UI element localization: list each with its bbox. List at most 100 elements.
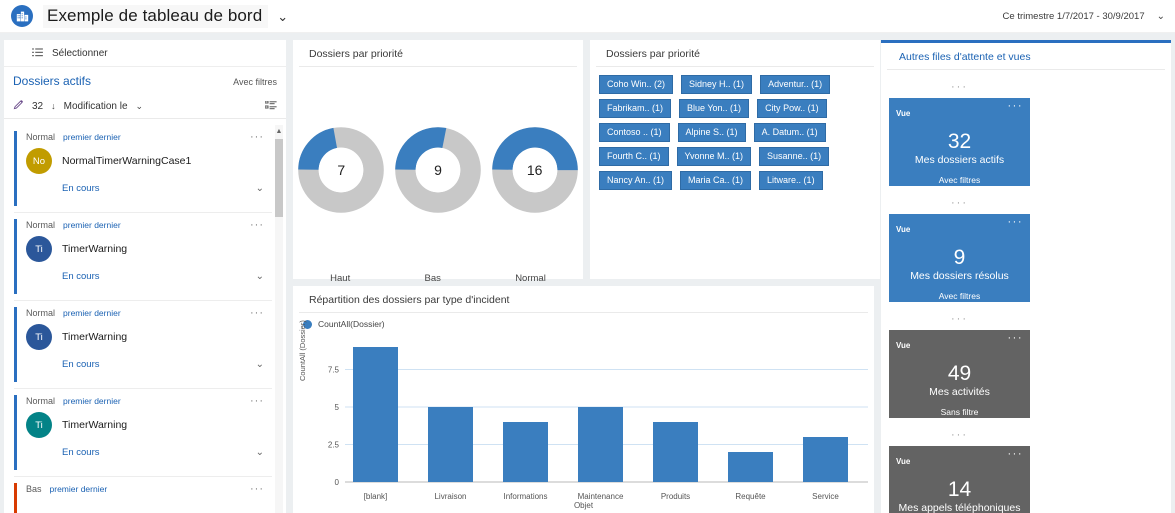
- panel-accent-bar: [881, 40, 1171, 43]
- tag-item[interactable]: Sidney H.. (1): [681, 75, 753, 94]
- tag-item[interactable]: Susanne.. (1): [759, 147, 830, 166]
- tag-item[interactable]: Alpine S.. (1): [677, 123, 746, 142]
- scrollbar[interactable]: ▲: [275, 125, 283, 513]
- tile-mes-dossiers-resolus[interactable]: Vue ··· 9 Mes dossiers résolus Avec filt…: [889, 214, 1030, 302]
- list-view-icon[interactable]: [265, 101, 277, 111]
- tile-more-icon[interactable]: ···: [1007, 332, 1023, 344]
- legend-label: CountAll(Dossier): [318, 319, 385, 329]
- active-cases-stream-panel: Sélectionner Dossiers actifs Avec filtre…: [4, 40, 286, 513]
- stream-title[interactable]: Dossiers actifs: [13, 74, 92, 88]
- chevron-down-icon[interactable]: ⌄: [255, 183, 264, 194]
- card-priority: Normal: [26, 308, 56, 318]
- tile-slot: ··· Vue ··· 14 Mes appels téléphoniques …: [889, 424, 1030, 513]
- scrollbar-thumb[interactable]: [275, 139, 283, 217]
- tile-more-icon[interactable]: ···: [1007, 100, 1023, 112]
- stream-filter-label: Avec filtres: [233, 77, 277, 87]
- tag-item[interactable]: Fabrikam.. (1): [599, 99, 672, 118]
- case-list[interactable]: Normal premier dernier ··· No NormalTime…: [4, 119, 286, 513]
- card-more-icon[interactable]: ···: [250, 307, 264, 319]
- list-item[interactable]: Normal premier dernier ··· No NormalTime…: [14, 125, 272, 213]
- scroll-up-icon[interactable]: ▲: [275, 127, 283, 135]
- tag-item[interactable]: Yvonne M.. (1): [676, 147, 752, 166]
- card-priority: Normal: [26, 396, 56, 406]
- tile-value: 49: [947, 362, 972, 385]
- center-top-row: Dossiers par priorité 7: [293, 40, 880, 284]
- tag-item[interactable]: Fourth C.. (1): [599, 147, 669, 166]
- bar-produits: [653, 422, 698, 482]
- card-more-icon[interactable]: ···: [250, 219, 264, 231]
- card-title: TimerWarning: [62, 331, 128, 343]
- tag-item[interactable]: Nancy An.. (1): [599, 171, 673, 190]
- donut-haut[interactable]: 7: [298, 127, 385, 213]
- tag-item[interactable]: Litware.. (1): [759, 171, 823, 190]
- tile-drag-handle[interactable]: ···: [951, 197, 968, 209]
- tag-item[interactable]: Blue Yon.. (1): [679, 99, 750, 118]
- cases-by-priority-donut-panel: Dossiers par priorité 7: [293, 40, 583, 284]
- tile-drag-handle[interactable]: ···: [951, 81, 968, 93]
- donut-bas[interactable]: 9: [395, 127, 481, 213]
- tile-kind: Vue: [896, 109, 911, 118]
- panel-title: Dossiers par priorité: [299, 40, 577, 67]
- tile-slot: ··· Vue ··· 32 Mes dossiers actifs Avec …: [889, 76, 1030, 186]
- card-more-icon[interactable]: ···: [250, 395, 264, 407]
- bar-chart[interactable]: 0 2.5 5 7.5 [blank] L: [293, 320, 874, 510]
- tile-value: 9: [953, 246, 966, 269]
- bar-informations: [503, 422, 548, 482]
- chevron-down-icon[interactable]: ⌄: [277, 8, 289, 24]
- tag-item[interactable]: Adventur.. (1): [760, 75, 831, 94]
- tile-mes-appels-telephoniques[interactable]: Vue ··· 14 Mes appels téléphoniques Sans…: [889, 446, 1030, 513]
- card-title: NormalTimerWarningCase1: [62, 155, 192, 167]
- chevron-down-icon[interactable]: ⌄: [1156, 11, 1165, 22]
- cases-by-incident-type-panel: Répartition des dossiers par type d'inci…: [293, 286, 874, 513]
- tag-item[interactable]: A. Datum.. (1): [753, 123, 826, 142]
- chevron-down-icon[interactable]: ⌄: [255, 447, 264, 458]
- svg-text:Maintenance: Maintenance: [578, 492, 624, 501]
- period-selector[interactable]: Ce trimestre 1/7/2017 - 30/9/2017 ⌄: [1003, 0, 1165, 33]
- stream-toolbar: 32 ↓ Modification le ⌄: [4, 94, 286, 119]
- donut-label-normal: Normal: [515, 273, 546, 284]
- list-item[interactable]: Normal premier dernier ··· Ti TimerWarni…: [14, 213, 272, 301]
- tile-value: 32: [947, 130, 972, 153]
- tile-label: Mes dossiers actifs: [914, 154, 1005, 166]
- list-item[interactable]: Bas premier dernier ···: [14, 477, 272, 513]
- tag-item[interactable]: Contoso .. (1): [599, 123, 670, 142]
- list-item[interactable]: Normal premier dernier ··· Ti TimerWarni…: [14, 389, 272, 477]
- sort-field-label[interactable]: Modification le: [63, 100, 128, 112]
- donut-normal[interactable]: 16: [491, 127, 578, 213]
- card-subtitle: premier dernier: [49, 484, 108, 494]
- tile-mes-dossiers-actifs[interactable]: Vue ··· 32 Mes dossiers actifs Avec filt…: [889, 98, 1030, 186]
- card-subtitle: premier dernier: [63, 308, 121, 318]
- list-item[interactable]: Normal premier dernier ··· Ti TimerWarni…: [14, 301, 272, 389]
- tile-drag-handle[interactable]: ···: [951, 313, 968, 325]
- tile-more-icon[interactable]: ···: [1007, 216, 1023, 228]
- tile-more-icon[interactable]: ···: [1007, 448, 1023, 460]
- panel-title: Autres files d'attente et vues: [887, 43, 1165, 70]
- tile-kind: Vue: [896, 457, 911, 466]
- card-priority: Normal: [26, 220, 56, 230]
- chevron-down-icon[interactable]: ⌄: [135, 100, 144, 111]
- donut-value: 9: [434, 162, 442, 178]
- tile-drag-handle[interactable]: ···: [951, 429, 968, 441]
- select-row[interactable]: Sélectionner: [4, 40, 286, 67]
- bar-requete: [728, 452, 773, 482]
- card-priority: Normal: [26, 132, 56, 142]
- tag-item[interactable]: City Pow.. (1): [757, 99, 827, 118]
- center-column: Dossiers par priorité 7: [293, 40, 880, 513]
- status-badge: En cours: [62, 447, 100, 458]
- panel-title: Dossiers par priorité: [596, 40, 874, 67]
- tile-label: Mes activités: [929, 386, 990, 398]
- svg-text:2.5: 2.5: [328, 441, 340, 450]
- tag-item[interactable]: Coho Win.. (2): [599, 75, 674, 94]
- sort-direction-icon[interactable]: ↓: [51, 101, 56, 111]
- chevron-down-icon[interactable]: ⌄: [255, 359, 264, 370]
- filter-pencil-icon[interactable]: [13, 97, 24, 115]
- x-axis-label: Objet: [573, 501, 594, 510]
- tag-item[interactable]: Maria Ca.. (1): [680, 171, 752, 190]
- tile-kind: Vue: [896, 341, 911, 350]
- card-title: TimerWarning: [62, 243, 128, 255]
- card-more-icon[interactable]: ···: [250, 131, 264, 143]
- tile-mes-activites[interactable]: Vue ··· 49 Mes activités Sans filtre: [889, 330, 1030, 418]
- donut-label-bas: Bas: [424, 273, 441, 284]
- card-more-icon[interactable]: ···: [250, 483, 264, 495]
- chevron-down-icon[interactable]: ⌄: [255, 271, 264, 282]
